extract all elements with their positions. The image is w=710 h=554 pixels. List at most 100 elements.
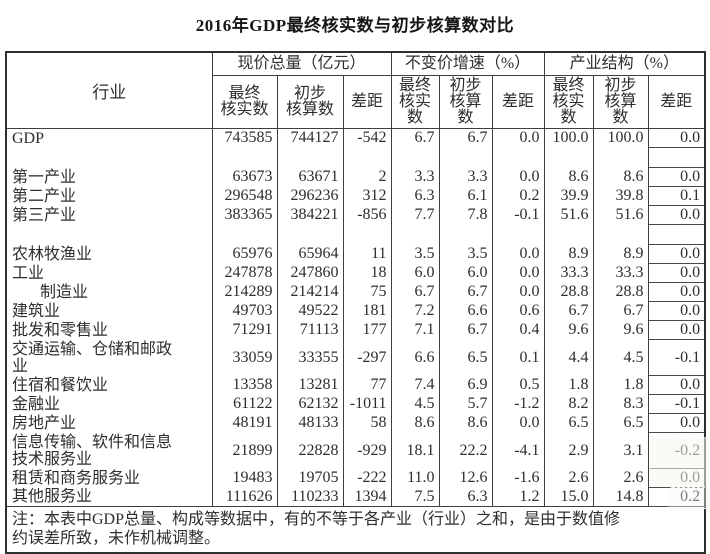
value-cell: 0.0: [647, 167, 706, 187]
value-cell: 22.2: [438, 432, 493, 469]
col-header-gap: 差距: [342, 75, 392, 129]
table-header: 行业 现价总量（亿元） 不变价增速（%） 产业结构（%） 最终 核实数 初步 核…: [5, 51, 706, 129]
value-cell: [342, 224, 392, 245]
value-cell: -542: [342, 128, 392, 148]
col-header-final-verified: 最终 核实 数: [390, 75, 440, 129]
value-cell: 13358: [211, 375, 278, 395]
value-cell: 3.3: [390, 167, 440, 187]
value-cell: 5.7: [438, 394, 493, 414]
value-cell: 18: [342, 263, 392, 283]
value-cell: [543, 147, 594, 168]
value-cell: 63671: [276, 167, 344, 187]
value-cell: 6.7: [390, 128, 440, 148]
value-cell: 1.8: [543, 375, 594, 395]
row-label: 信息传输、软件和信息 技术服务业: [5, 432, 213, 469]
value-cell: 4.4: [543, 339, 594, 376]
value-cell: 8.6: [592, 167, 649, 187]
table-body: GDP 743585 744127 -542 6.7 6.7 0.0 100.0 100.0 0.…: [5, 128, 706, 507]
table-row: 第二产业 296548 296236 312 6.3 6.1 0.2 39.9 39.8 0.1: [5, 186, 706, 206]
value-cell: 0.0: [647, 282, 706, 302]
value-cell: 21899: [211, 432, 278, 469]
value-cell: 0.0: [647, 413, 706, 433]
value-cell: -297: [342, 339, 392, 376]
value-cell: 0.0: [491, 413, 545, 433]
page-title: 2016年GDP最终核实数与初步核算数对比: [195, 16, 515, 35]
value-cell: 2: [342, 167, 392, 187]
row-label: [5, 224, 213, 245]
value-cell: [211, 147, 278, 168]
col-header-gap: 差距: [647, 75, 706, 129]
value-cell: 0.1: [491, 339, 545, 376]
value-cell: 7.8: [438, 205, 493, 225]
value-cell: -929: [342, 432, 392, 469]
value-cell: 384221: [276, 205, 344, 225]
value-cell: 22828: [276, 432, 344, 469]
value-cell: 214289: [211, 282, 278, 302]
table-row: 第三产业 383365 384221 -856 7.7 7.8 -0.1 51.6 51.6 0.…: [5, 205, 706, 225]
value-cell: 39.8: [592, 186, 649, 206]
value-cell: 1.8: [592, 375, 649, 395]
value-cell: 7.4: [390, 375, 440, 395]
value-cell: 6.7: [438, 128, 493, 148]
value-cell: 177: [342, 320, 392, 340]
value-cell: 63673: [211, 167, 278, 187]
value-cell: 247860: [276, 263, 344, 283]
value-cell: -1.2: [491, 394, 545, 414]
value-cell: 49522: [276, 301, 344, 321]
row-label: 第一产业: [5, 167, 213, 187]
row-label: [5, 147, 213, 168]
row-label: 其他服务业: [5, 487, 213, 507]
value-cell: 744127: [276, 128, 344, 148]
value-cell: 3.1: [592, 432, 649, 469]
sub-header-row: 最终 核实数 初步 核算数 差距 最终 核实 数 初步 核算 数 差距 最终 核…: [6, 75, 706, 129]
value-cell: 0.0: [647, 301, 706, 321]
table-row: 信息传输、软件和信息 技术服务业 21899 22828 -929 18.1 22.2 -4…: [5, 432, 706, 469]
col-header-final-verified: 最终 核实 数: [543, 75, 594, 129]
spacer-row: [5, 147, 706, 168]
value-cell: 1394: [342, 487, 392, 507]
value-cell: 8.6: [543, 167, 594, 187]
value-cell: 111626: [211, 487, 278, 507]
value-cell: 7.7: [390, 205, 440, 225]
col-header-preliminary: 初步 核算 数: [592, 75, 649, 129]
value-cell: 0.5: [491, 375, 545, 395]
value-cell: 51.6: [592, 205, 649, 225]
value-cell: 1.2: [491, 487, 545, 507]
value-cell: -0.2: [647, 432, 706, 469]
value-cell: 6.7: [390, 282, 440, 302]
value-cell: -222: [342, 468, 392, 488]
value-cell: 0.0: [647, 320, 706, 340]
value-cell: 0.0: [647, 263, 706, 283]
group-header-growth-rate: 不变价增速（%）: [390, 51, 545, 76]
value-cell: 12.6: [438, 468, 493, 488]
value-cell: 296548: [211, 186, 278, 206]
col-header-preliminary: 初步 核算数: [276, 75, 344, 129]
value-cell: 2.6: [543, 468, 594, 488]
value-cell: 0.0: [647, 244, 706, 264]
value-cell: 100.0: [543, 128, 594, 148]
value-cell: 743585: [211, 128, 278, 148]
value-cell: 28.8: [592, 282, 649, 302]
value-cell: 6.6: [438, 301, 493, 321]
row-label: 制造业: [5, 282, 213, 302]
value-cell: 4.5: [390, 394, 440, 414]
table-row: 批发和零售业 71291 71113 177 7.1 6.7 0.4 9.6 9.6 0.0: [5, 320, 706, 340]
value-cell: 33059: [211, 339, 278, 376]
value-cell: 7.5: [390, 487, 440, 507]
row-label: 房地产业: [5, 413, 213, 433]
value-cell: 11: [342, 244, 392, 264]
value-cell: 181: [342, 301, 392, 321]
row-label: 住宿和餐饮业: [5, 375, 213, 395]
group-header-current-price: 现价总量（亿元）: [211, 51, 392, 76]
table-row: 工业 247878 247860 18 6.0 6.0 0.0 33.3 33.3 0.0: [5, 263, 706, 283]
value-cell: -0.1: [491, 205, 545, 225]
row-label: 工业: [5, 263, 213, 283]
value-cell: 61122: [211, 394, 278, 414]
value-cell: 6.7: [543, 301, 594, 321]
table-row: 租赁和商务服务业 19483 19705 -222 11.0 12.6 -1.6 2.6 2.6…: [5, 468, 706, 488]
value-cell: 312: [342, 186, 392, 206]
value-cell: 7.2: [390, 301, 440, 321]
value-cell: 71291: [211, 320, 278, 340]
value-cell: 8.3: [592, 394, 649, 414]
value-cell: 0.0: [491, 128, 545, 148]
